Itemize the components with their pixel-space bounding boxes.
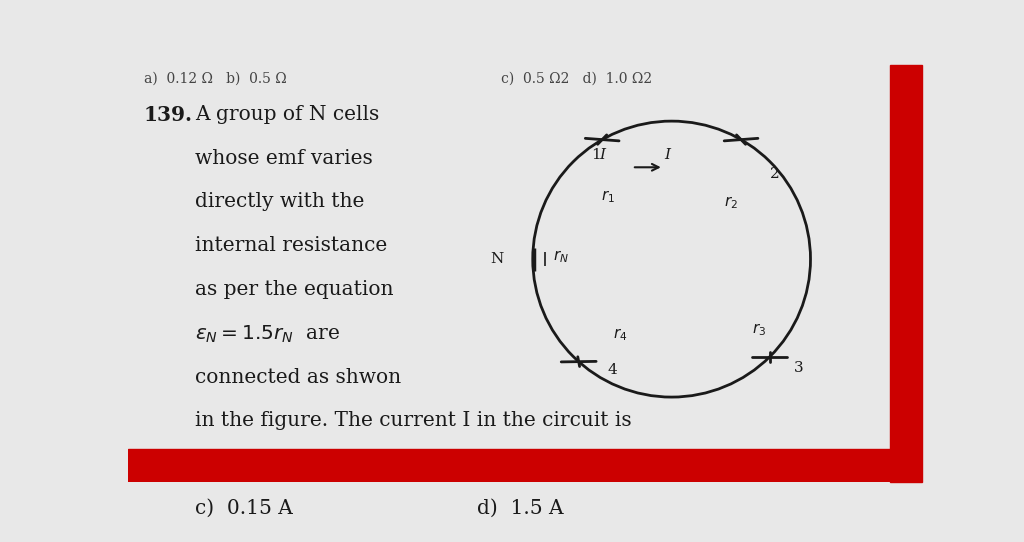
Text: whose emf varies: whose emf varies bbox=[196, 149, 373, 167]
Text: 3: 3 bbox=[794, 360, 804, 375]
Text: b)  5.1 A: b) 5.1 A bbox=[477, 455, 564, 474]
Text: 1: 1 bbox=[591, 148, 601, 162]
Text: A group of N cells: A group of N cells bbox=[196, 105, 380, 124]
Text: I: I bbox=[665, 148, 671, 162]
Text: c)  0.5 Ω2   d)  1.0 Ω2: c) 0.5 Ω2 d) 1.0 Ω2 bbox=[501, 72, 652, 85]
Text: 4: 4 bbox=[607, 363, 617, 377]
Text: directly with the: directly with the bbox=[196, 192, 365, 211]
Text: $r_1$: $r_1$ bbox=[601, 188, 615, 205]
Text: 139.: 139. bbox=[143, 105, 193, 125]
Text: $r_N$: $r_N$ bbox=[553, 249, 568, 266]
Text: I: I bbox=[599, 148, 605, 162]
Text: $r_2$: $r_2$ bbox=[724, 195, 738, 211]
Text: $r_4$: $r_4$ bbox=[612, 326, 628, 343]
Bar bbox=[890, 65, 922, 482]
Text: a)  0.12 Ω   b)  0.5 Ω: a) 0.12 Ω b) 0.5 Ω bbox=[143, 72, 287, 85]
Text: in the figure. The current I in the circuit is: in the figure. The current I in the circ… bbox=[196, 411, 632, 430]
Text: a)  0.51 A: a) 0.51 A bbox=[196, 455, 294, 474]
Text: d)  1.5 A: d) 1.5 A bbox=[477, 499, 564, 518]
Text: $r_3$: $r_3$ bbox=[752, 322, 766, 338]
Text: 2: 2 bbox=[770, 166, 779, 180]
Text: N: N bbox=[490, 252, 504, 266]
Text: as per the equation: as per the equation bbox=[196, 280, 394, 299]
Text: c)  0.15 A: c) 0.15 A bbox=[196, 499, 293, 518]
Bar bbox=[128, 449, 890, 482]
Text: connected as shwon: connected as shwon bbox=[196, 367, 401, 386]
Text: internal resistance: internal resistance bbox=[196, 236, 388, 255]
Text: $\varepsilon_N = 1.5r_N$  are: $\varepsilon_N = 1.5r_N$ are bbox=[196, 324, 341, 345]
